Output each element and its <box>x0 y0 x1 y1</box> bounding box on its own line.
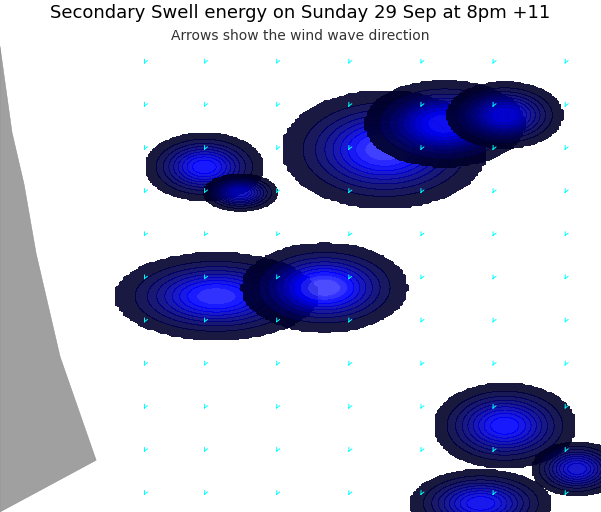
Polygon shape <box>0 46 96 512</box>
Text: Arrows show the wind wave direction: Arrows show the wind wave direction <box>171 29 430 43</box>
Text: Secondary Swell energy on Sunday 29 Sep at 8pm +11: Secondary Swell energy on Sunday 29 Sep … <box>50 4 551 22</box>
